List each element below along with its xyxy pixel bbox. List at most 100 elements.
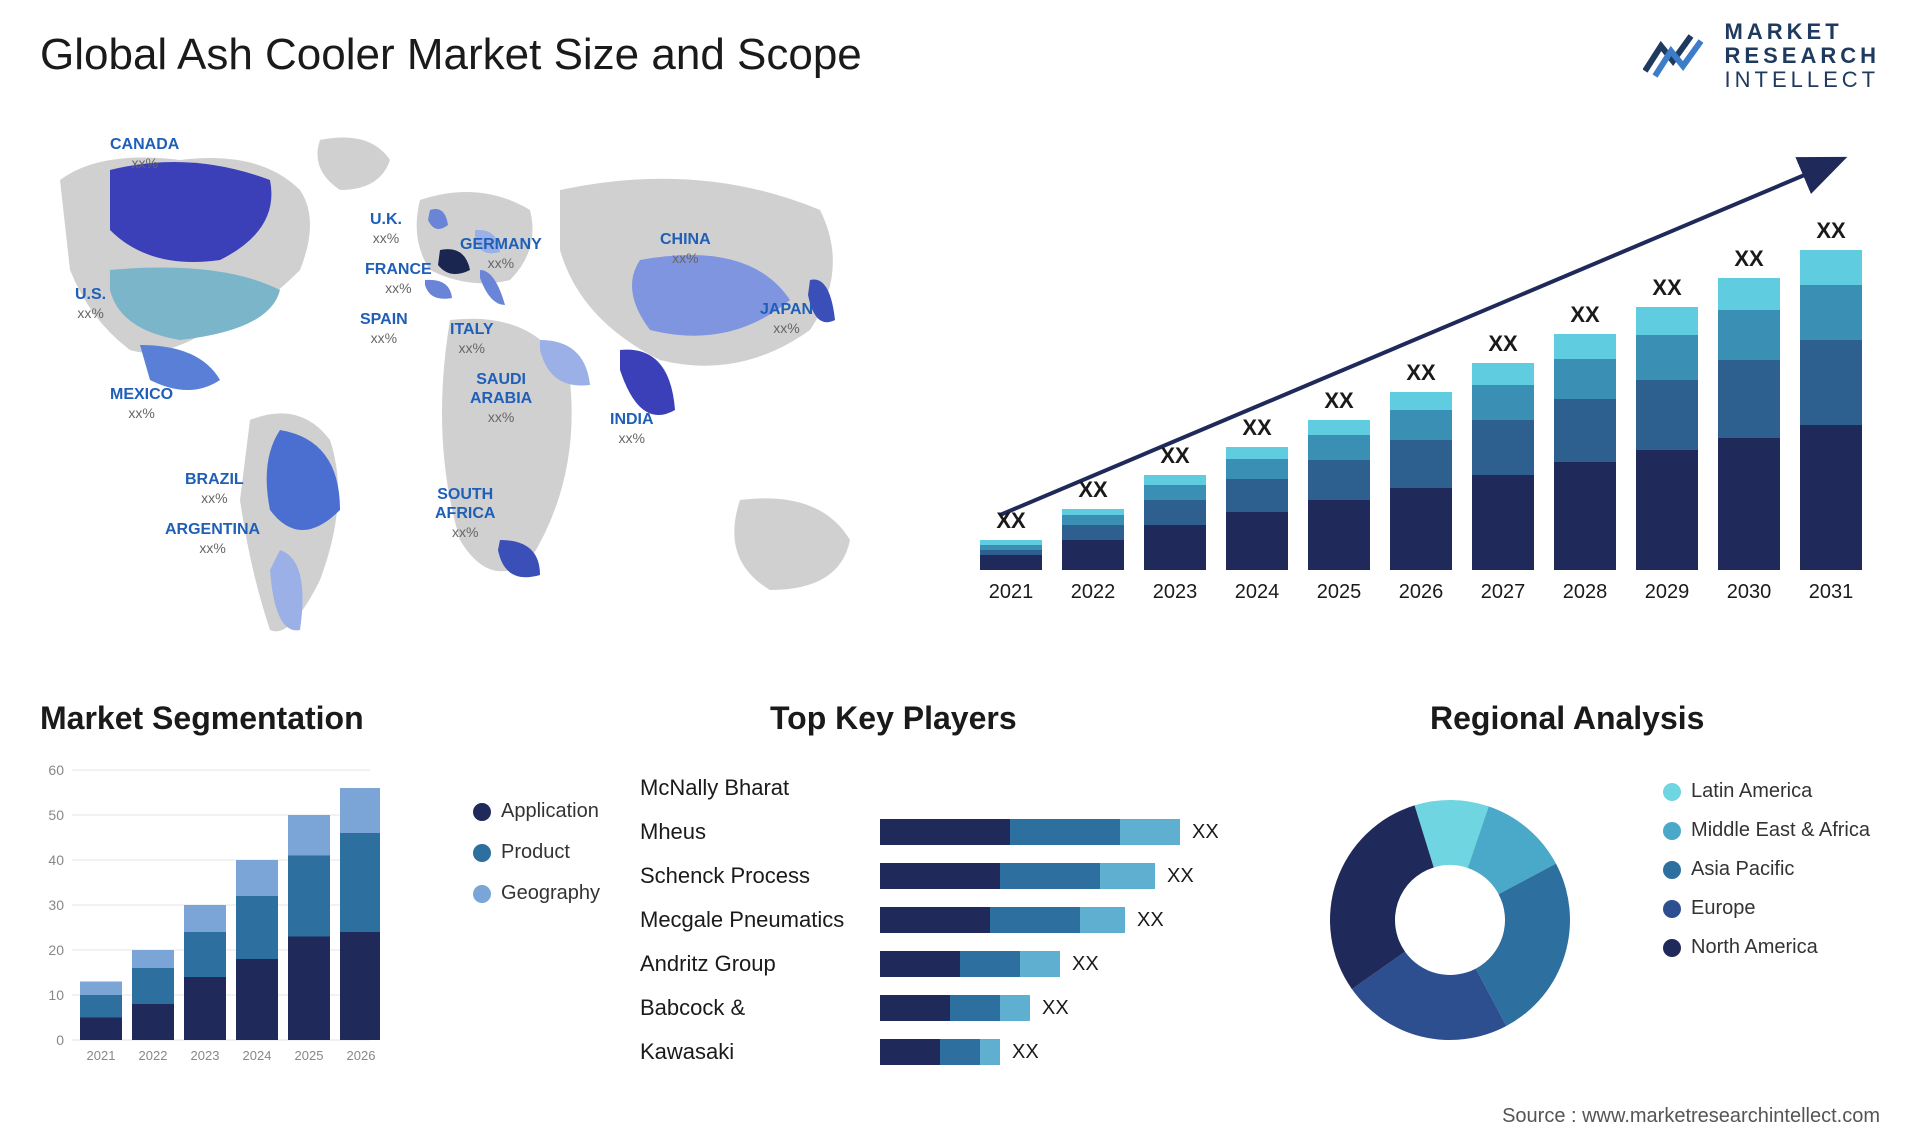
world-map: CANADAxx% U.S.xx% MEXICOxx% BRAZILxx% ARGENT… [20,120,900,660]
key-players-list: McNally BharatMheusXXSchenck ProcessXXMe… [640,766,1219,1074]
svg-text:2024: 2024 [1235,581,1280,603]
svg-text:2021: 2021 [989,581,1034,603]
country-label: U.S.xx% [75,285,106,323]
svg-text:2031: 2031 [1809,581,1854,603]
svg-text:2027: 2027 [1481,581,1526,603]
player-name: McNally Bharat [640,775,880,801]
svg-text:2022: 2022 [139,1048,168,1063]
svg-text:2023: 2023 [191,1048,220,1063]
legend-item: North America [1663,936,1870,959]
player-value: XX [1137,909,1164,932]
regional-donut-chart [1310,770,1590,1050]
player-name: Mheus [640,819,880,845]
country-label: MEXICOxx% [110,385,173,423]
country-label: SAUDIARABIAxx% [470,370,532,428]
svg-text:XX: XX [1816,218,1846,243]
regional-title: Regional Analysis [1430,700,1704,737]
player-bar [880,951,1060,977]
country-label: GERMANYxx% [460,235,542,273]
svg-text:2021: 2021 [87,1048,116,1063]
svg-text:2025: 2025 [1317,581,1362,603]
source-text: Source : www.marketresearchintellect.com [1502,1105,1880,1128]
country-label: U.K.xx% [370,210,402,248]
svg-text:2023: 2023 [1153,581,1198,603]
player-row: McNally Bharat [640,766,1219,810]
legend-item: Product [473,841,600,864]
country-label: ITALYxx% [450,320,494,358]
svg-text:2026: 2026 [1399,581,1444,603]
country-label: SPAINxx% [360,310,408,348]
player-row: Schenck Process XX [640,854,1219,898]
country-label: CANADAxx% [110,135,179,173]
player-value: XX [1012,1041,1039,1064]
svg-text:2030: 2030 [1727,581,1772,603]
player-name: Babcock & [640,995,880,1021]
svg-text:XX: XX [1324,388,1354,413]
market-growth-chart: XX 2021 XX 2022 XX 2023 XX 2024 XX 2025 XX 2026 XX 20… [970,150,1880,620]
svg-text:2025: 2025 [295,1048,324,1063]
svg-text:30: 30 [48,897,64,913]
svg-text:0: 0 [56,1032,64,1048]
player-row: Mecgale Pneumatics XX [640,898,1219,942]
logo-line3: INTELLECT [1725,68,1880,92]
player-name: Andritz Group [640,951,880,977]
svg-text:XX: XX [1488,331,1518,356]
svg-text:2026: 2026 [347,1048,376,1063]
segmentation-panel: Market Segmentation 01020304050602021202… [40,710,600,1080]
country-label: SOUTHAFRICAxx% [435,485,495,543]
player-bar [880,907,1125,933]
country-label: FRANCExx% [365,260,432,298]
player-bar [880,863,1155,889]
svg-text:10: 10 [48,987,64,1003]
country-label: ARGENTINAxx% [165,520,260,558]
svg-text:60: 60 [48,762,64,778]
regional-panel: Regional Analysis Latin AmericaMiddle Ea… [1310,710,1870,1090]
country-label: INDIAxx% [610,410,654,448]
svg-text:XX: XX [1078,477,1108,502]
player-value: XX [1192,821,1219,844]
player-row: Kawasaki XX [640,1030,1219,1074]
svg-text:XX: XX [996,508,1026,533]
country-label: JAPANxx% [760,300,813,338]
svg-text:50: 50 [48,807,64,823]
player-value: XX [1042,997,1069,1020]
svg-text:20: 20 [48,942,64,958]
regional-legend: Latin America Middle East & Africa Asia Pa… [1663,780,1870,975]
logo-mark-icon [1643,31,1713,81]
svg-text:XX: XX [1652,275,1682,300]
logo-line1: MARKET [1725,20,1880,44]
key-players-panel: Top Key Players McNally BharatMheusXXSch… [640,710,1260,1110]
svg-text:2024: 2024 [243,1048,272,1063]
player-name: Schenck Process [640,863,880,889]
brand-logo: MARKET RESEARCH INTELLECT [1643,20,1880,93]
player-value: XX [1167,865,1194,888]
svg-text:XX: XX [1734,246,1764,271]
segmentation-chart: 0102030405060202120222023202420252026 [40,760,380,1080]
legend-item: Asia Pacific [1663,858,1870,881]
player-name: Kawasaki [640,1039,880,1065]
player-name: Mecgale Pneumatics [640,907,880,933]
logo-line2: RESEARCH [1725,44,1880,68]
svg-text:XX: XX [1570,302,1600,327]
segmentation-title: Market Segmentation [40,700,364,737]
page-title: Global Ash Cooler Market Size and Scope [40,30,862,80]
player-value: XX [1072,953,1099,976]
player-row: Mheus XX [640,810,1219,854]
svg-text:2028: 2028 [1563,581,1608,603]
segmentation-legend: Application Product Geography [473,800,600,923]
svg-text:XX: XX [1160,443,1190,468]
legend-item: Middle East & Africa [1663,819,1870,842]
country-label: CHINAxx% [660,230,711,268]
svg-text:2022: 2022 [1071,581,1116,603]
key-players-title: Top Key Players [770,700,1017,737]
svg-text:2029: 2029 [1645,581,1690,603]
player-bar [880,819,1180,845]
player-row: Babcock & XX [640,986,1219,1030]
legend-item: Geography [473,882,600,905]
svg-text:XX: XX [1242,415,1272,440]
player-bar [880,1039,1000,1065]
legend-item: Application [473,800,600,823]
legend-item: Europe [1663,897,1870,920]
legend-item: Latin America [1663,780,1870,803]
country-label: BRAZILxx% [185,470,244,508]
